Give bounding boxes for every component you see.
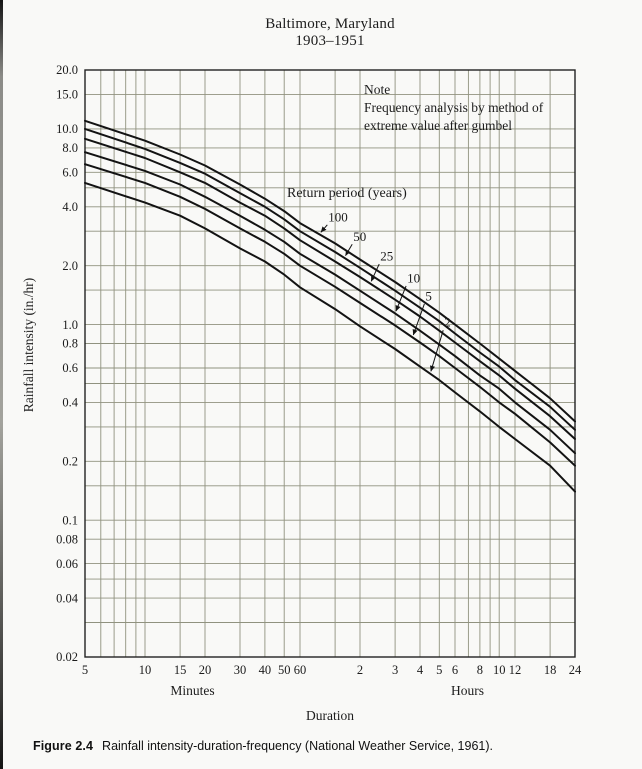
x-tick-40m: 40 (259, 663, 272, 677)
x-tick-360m: 6 (452, 663, 458, 677)
idf-curve-100yr (84, 119, 576, 423)
x-axis-group-hours: Hours (451, 683, 484, 698)
x-tick-120m: 2 (357, 663, 363, 677)
curve-label-50yr: 50 (353, 229, 366, 244)
curve-label-10yr: 10 (407, 270, 420, 285)
figure-caption: Figure 2.4 Rainfall intensity-duration-fr… (33, 739, 493, 753)
y-tick-0.6: 0.6 (62, 361, 78, 375)
x-tick-20m: 20 (199, 663, 212, 677)
x-tick-600m: 10 (493, 663, 506, 677)
x-tick-1440m: 24 (569, 663, 582, 677)
idf-curve-50yr (84, 127, 576, 431)
note-annotation: Note Frequency analysis by method of ext… (364, 81, 543, 135)
curve-labels: 100 50 25 10 52 (320, 209, 451, 372)
x-tick-180m: 3 (392, 663, 398, 677)
x-axis-title: Duration (306, 708, 354, 723)
y-tick-10.0: 10.0 (56, 122, 78, 136)
idf-curves (84, 119, 576, 493)
curve-label-arrow-25yr (370, 263, 380, 282)
chart-title-city: Baltimore, Maryland (265, 16, 395, 32)
idf-curve-25yr (84, 137, 576, 440)
note-heading: Note (364, 82, 391, 97)
x-tick-15m: 15 (174, 663, 187, 677)
curve-label-arrow-5yr (412, 303, 425, 336)
figure-caption-number: Figure 2.4 (33, 739, 94, 753)
y-axis-title: Rainfall intensity (in./hr) (21, 278, 36, 413)
curve-label-2yr: 2 (444, 315, 451, 330)
x-tick-5m: 5 (82, 663, 88, 677)
x-tick-60m: 60 (294, 663, 307, 677)
y-tick-0.06: 0.06 (56, 557, 78, 571)
y-tick-15.0: 15.0 (56, 88, 78, 102)
figure-caption-text: Rainfall intensity-duration-frequency (N… (102, 739, 493, 753)
x-tick-240m: 4 (417, 663, 424, 677)
idf-curve-10yr (84, 151, 576, 455)
y-tick-labels: 20.0 15.0 10.0 8.0 6.0 4.0 2.0 1.0 0.8 0.6 0.4 0.2 0… (56, 63, 79, 664)
curve-label-arrow-2yr (429, 330, 444, 372)
y-tick-20.0: 20.0 (56, 63, 78, 77)
scan-edge (0, 0, 3, 769)
curve-label-arrow-100yr (320, 224, 328, 233)
y-tick-1.0: 1.0 (62, 318, 78, 332)
curve-label-arrow-50yr (345, 244, 353, 256)
x-tick-300m: 5 (436, 663, 442, 677)
chart-title-years: 1903–1951 (295, 33, 365, 49)
curve-label-5yr: 5 (425, 288, 432, 303)
y-tick-0.1: 0.1 (62, 513, 78, 527)
y-tick-4.0: 4.0 (62, 200, 78, 214)
y-tick-0.02: 0.02 (56, 650, 78, 664)
x-tick-labels: 5 10 15 20 30 40 50 60 2 3 4 5 6 8 10 12 18 24 (82, 663, 582, 677)
y-tick-8.0: 8.0 (62, 141, 78, 155)
chart-title: Baltimore, Maryland 1903–1951 (85, 16, 575, 50)
y-tick-0.2: 0.2 (62, 455, 78, 469)
curve-label-100yr: 100 (328, 209, 348, 224)
x-tick-50m: 50 (278, 663, 291, 677)
curve-label-arrow-10yr (395, 285, 407, 312)
note-line-1: Frequency analysis by method of (364, 100, 544, 115)
y-tick-0.4: 0.4 (62, 396, 78, 410)
y-tick-6.0: 6.0 (62, 166, 78, 180)
grid (84, 69, 576, 658)
x-tick-720m: 12 (509, 663, 522, 677)
x-tick-480m: 8 (477, 663, 483, 677)
y-tick-0.08: 0.08 (56, 532, 78, 546)
curve-label-25yr: 25 (380, 249, 393, 264)
legend-title: Return period (years) (287, 186, 407, 201)
y-tick-0.04: 0.04 (56, 591, 79, 605)
x-tick-1080m: 18 (544, 663, 557, 677)
x-axis-group-minutes: Minutes (170, 683, 214, 698)
note-line-2: extreme value after gumbel (364, 118, 513, 133)
x-tick-10m: 10 (139, 663, 152, 677)
y-tick-2.0: 2.0 (62, 259, 78, 273)
plot-border (84, 69, 576, 658)
idf-curve-5yr (84, 163, 576, 467)
y-tick-0.8: 0.8 (62, 337, 78, 351)
x-tick-30m: 30 (234, 663, 247, 677)
idf-curve-2yr (84, 181, 576, 493)
